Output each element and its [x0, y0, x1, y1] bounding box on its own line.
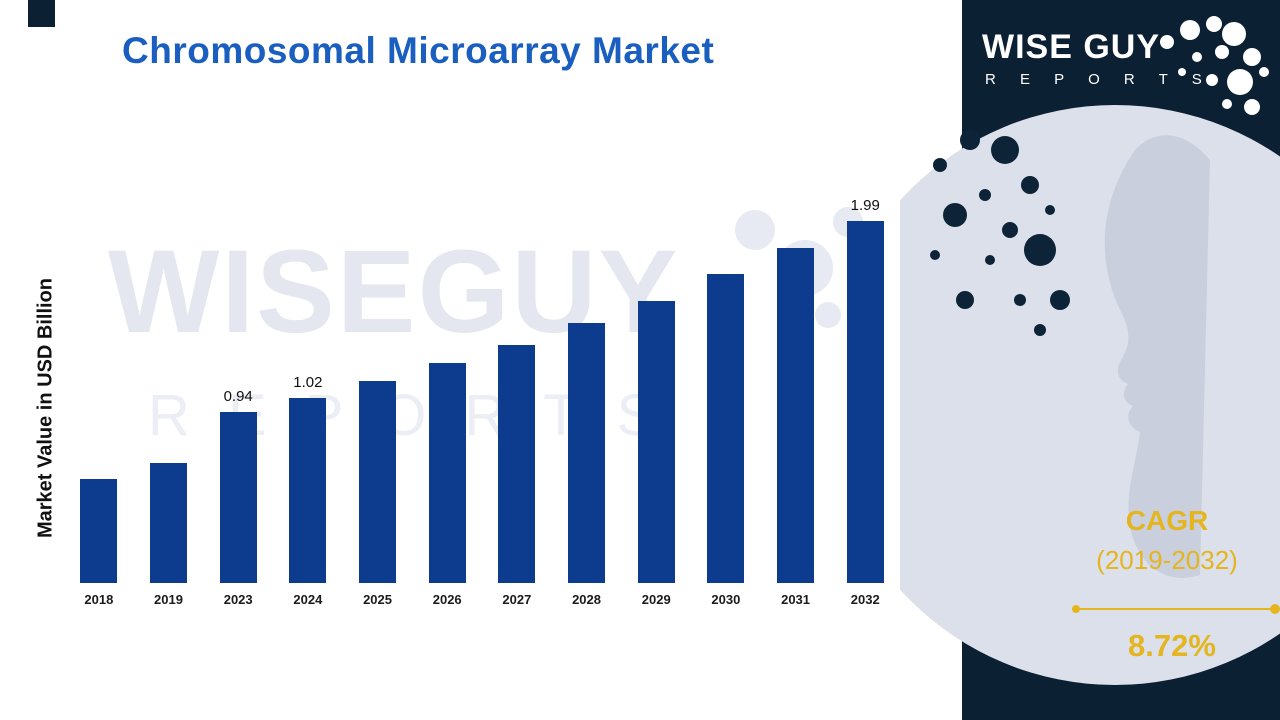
x-tick-label: 2024 [293, 592, 323, 607]
x-tick-label: 2027 [502, 592, 532, 607]
x-tick-label: 2032 [850, 592, 880, 607]
bar [777, 248, 815, 583]
brand-subname: R E P O R T S [985, 71, 1212, 88]
brand-face-dots-icon [1160, 16, 1269, 115]
x-tick-label: 2019 [154, 592, 183, 607]
bar-slot [134, 183, 204, 583]
x-tick-label: 2025 [363, 592, 392, 607]
bar [219, 412, 257, 583]
bar [359, 381, 397, 583]
bar-value-label: 1.99 [850, 197, 880, 214]
page-title: Chromosomal Microarray Market [122, 30, 715, 71]
bar [568, 323, 606, 583]
x-tick-label: 2023 [223, 592, 253, 607]
bar-slot [64, 183, 134, 583]
bar [289, 398, 327, 583]
cagr-label: CAGR [1125, 505, 1209, 536]
bar-slot [482, 183, 552, 583]
bar [428, 363, 466, 583]
x-axis: 2018 2019 2023 2024 2025 2026 2027 2028 2029 2030… [64, 592, 900, 607]
bar-slot: 0.94 [203, 183, 273, 583]
bar [150, 463, 187, 583]
y-axis-label: Market Value in USD Billion [34, 277, 57, 539]
bar-slot [552, 183, 622, 583]
bar-slot [621, 183, 691, 583]
bar [498, 345, 536, 583]
bar-slot: 1.99 [830, 183, 900, 583]
bar-slot: 1.02 [273, 183, 343, 583]
bar-value-label: 1.02 [293, 374, 323, 391]
x-tick-label: 2029 [641, 592, 671, 607]
bar [637, 301, 675, 583]
cagr-value: 8.72% [1128, 628, 1216, 663]
bar-slot [761, 183, 831, 583]
brand-name: WISE GUY [982, 28, 1161, 66]
bar [707, 274, 745, 583]
x-tick-label: 2018 [84, 592, 114, 607]
x-tick-label: 2031 [781, 592, 811, 607]
bar [846, 221, 884, 583]
bar-slot [691, 183, 761, 583]
cagr-divider [1072, 604, 1280, 614]
x-tick-label: 2026 [432, 592, 462, 607]
bar-chart: 0.94 1.02 1.99 [64, 183, 900, 583]
bar-slot [412, 183, 482, 583]
bar-value-label: 0.94 [223, 388, 253, 405]
cagr-range: (2019-2032) [1096, 545, 1238, 575]
bar [80, 479, 118, 583]
x-tick-label: 2030 [711, 592, 741, 607]
brand-logo: WISE GUY R E P O R T S [982, 28, 1212, 88]
bar-slot [343, 183, 413, 583]
cagr-block: CAGR (2019-2032) [1062, 505, 1272, 576]
x-tick-label: 2028 [572, 592, 601, 607]
corner-accent [28, 0, 55, 27]
